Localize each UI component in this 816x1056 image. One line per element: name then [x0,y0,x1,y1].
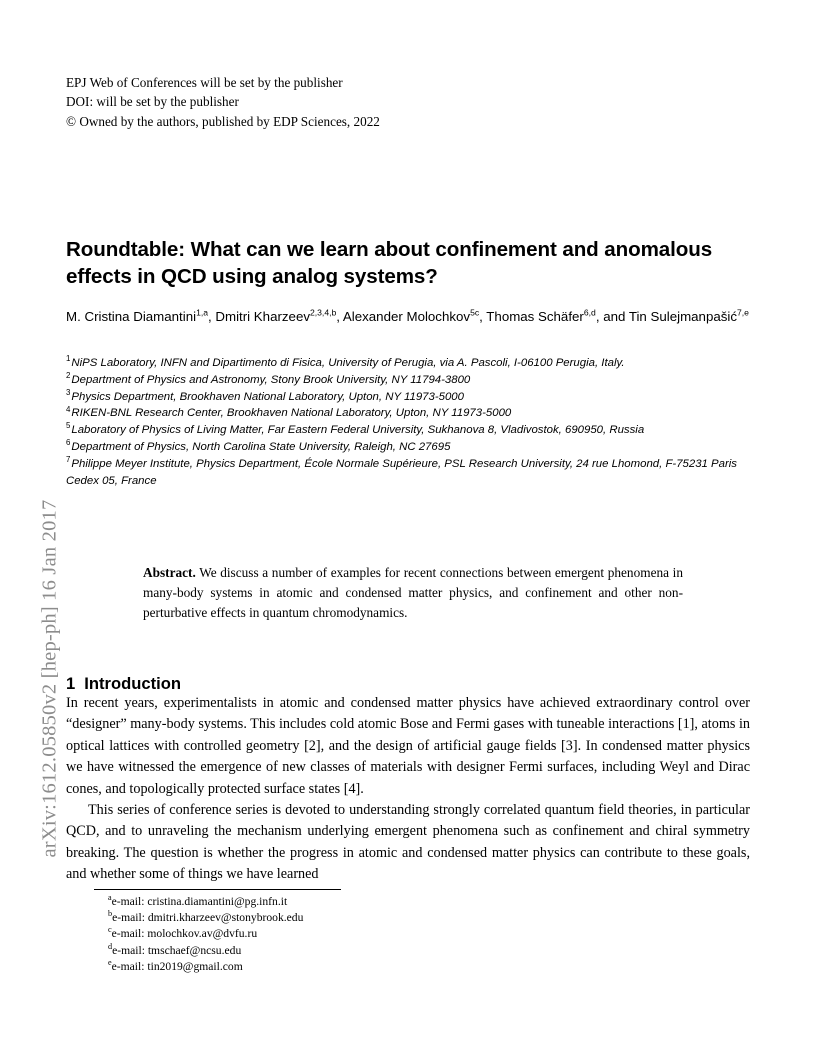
author-name: M. Cristina Diamantini [66,309,197,324]
author-affiliation-marks: 1,a [196,307,209,318]
affiliation-number: 2 [66,371,71,380]
footnote-rule [94,889,341,890]
affiliation-item: 4RIKEN-BNL Research Center, Brookhaven N… [66,405,754,422]
affiliation-item: 3Physics Department, Brookhaven National… [66,387,754,406]
author-separator: , [479,309,487,324]
affiliation-text: NiPS Laboratory, INFN and Dipartimento d… [71,357,625,369]
author-name: Dmitri Kharzeev [215,309,310,324]
author-affiliation-marks: 2,3,4,b [309,307,337,318]
author-affiliation-marks: 7,e [737,307,749,318]
footnote-text: e-mail: dmitri.kharzeev@stonybrook.edu [112,911,304,925]
section-heading-introduction: 1 Introduction [66,673,181,695]
footnote-marker: c [108,925,112,935]
author-entry: Tin Sulejmanpašić7,e [628,307,749,324]
author-entry: Dmitri Kharzeev2,3,4,b, [215,307,343,324]
affiliation-text: Physics Department, Brookhaven National … [71,390,464,403]
publisher-header-line-2: DOI: will be set by the publisher [66,94,239,110]
abstract-text: We discuss a number of examples for rece… [143,565,683,620]
affiliation-item: 2Department of Physics and Astronomy, St… [66,372,754,389]
abstract-label: Abstract. [143,565,196,580]
footnote-block: ae-mail: cristina.diamantini@pg.infn.it b… [94,889,514,975]
footnote-marker: b [108,909,113,919]
publisher-header: EPJ Web of Conferences will be set by th… [66,73,750,131]
publisher-header-line-1: EPJ Web of Conferences will be set by th… [66,75,343,90]
author-entry: Alexander Molochkov5c, [342,307,487,324]
section-number: 1 [66,673,76,693]
footnote-marker: a [108,893,112,903]
affiliation-item: 6Department of Physics, North Carolina S… [66,439,754,456]
footnote-item: ce-mail: molochkov.av@dvfu.ru [108,926,514,942]
arxiv-stamp-text: arXiv:1612.05850v2 [hep-ph] 16 Jan 2017 [38,499,61,858]
footnote-list: ae-mail: cristina.diamantini@pg.infn.it b… [94,894,514,975]
author-separator: , [208,309,216,324]
affiliation-number: 7 [66,454,71,464]
affiliation-number: 6 [66,438,71,448]
author-separator: , [336,309,343,324]
affiliation-text: RIKEN-BNL Research Center, Brookhaven Na… [71,407,512,420]
footnote-item: ae-mail: cristina.diamantini@pg.infn.it [108,894,514,910]
body-paragraph: This series of conference series is devo… [66,802,750,883]
publisher-header-line-3: © Owned by the authors, published by EDP… [66,113,380,129]
author-separator: , and [595,309,629,324]
footnote-item: ee-mail: tin2019@gmail.com [108,957,514,975]
footnote-text: e-mail: cristina.diamantini@pg.infn.it [111,895,288,908]
author-list: M. Cristina Diamantini1,a, Dmitri Kharze… [66,306,752,328]
author-entry: M. Cristina Diamantini1,a, [66,307,216,324]
affiliation-number: 1 [66,354,71,364]
affiliation-text: Department of Physics and Astronomy, Sto… [71,373,471,386]
body-paragraph: In recent years, experimentalists in ato… [66,695,750,797]
page-title: Roundtable: What can we learn about conf… [66,237,713,289]
page-content: EPJ Web of Conferences will be set by th… [66,0,750,1056]
affiliation-list: 1NiPS Laboratory, INFN and Dipartimento … [66,355,754,489]
body-text: In recent years, experimentalists in ato… [66,693,750,886]
affiliation-text: Department of Physics, North Carolina St… [71,440,451,453]
author-name: Alexander Molochkov [342,309,471,324]
section-title: Introduction [84,673,182,693]
footnote-marker: d [108,941,113,951]
author-affiliation-marks: 6,d [583,307,596,318]
author-name: Thomas Schäfer [486,309,584,324]
arxiv-stamp: arXiv:1612.05850v2 [hep-ph] 16 Jan 2017 [0,0,61,1056]
affiliation-item: 5Laboratory of Physics of Living Matter,… [66,422,754,439]
footnote-item: de-mail: tmschaef@ncsu.edu [108,941,514,959]
footnote-text: e-mail: tin2019@gmail.com [111,959,243,973]
affiliation-text: Laboratory of Physics of Living Matter, … [71,424,645,437]
affiliation-number: 4 [66,404,71,414]
affiliation-text: Philippe Meyer Institute, Physics Depart… [66,457,738,487]
author-name: Tin Sulejmanpašić [628,309,737,324]
author-entry: Thomas Schäfer6,d, and [486,307,629,324]
affiliation-number: 3 [66,387,71,397]
affiliation-number: 5 [66,421,71,431]
affiliation-item: 7Philippe Meyer Institute, Physics Depar… [66,456,754,490]
affiliation-item: 1NiPS Laboratory, INFN and Dipartimento … [66,355,754,372]
footnote-text: e-mail: tmschaef@ncsu.edu [112,943,242,957]
footnote-marker: e [108,957,112,967]
author-affiliation-marks: 5c [470,307,480,318]
footnote-item: be-mail: dmitri.kharzeev@stonybrook.edu [108,910,514,926]
abstract-block: Abstract. We discuss a number of example… [143,563,683,622]
footnote-text: e-mail: molochkov.av@dvfu.ru [111,927,258,941]
